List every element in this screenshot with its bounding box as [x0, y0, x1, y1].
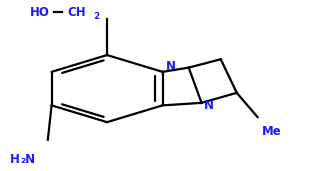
Text: ₂N: ₂N [20, 153, 35, 166]
Text: 2: 2 [93, 12, 99, 21]
Text: N: N [166, 60, 176, 73]
Text: CH: CH [67, 6, 86, 19]
Text: HO: HO [30, 6, 50, 19]
Text: N: N [204, 98, 214, 111]
Text: Me: Me [262, 125, 282, 138]
Text: H: H [9, 153, 19, 166]
